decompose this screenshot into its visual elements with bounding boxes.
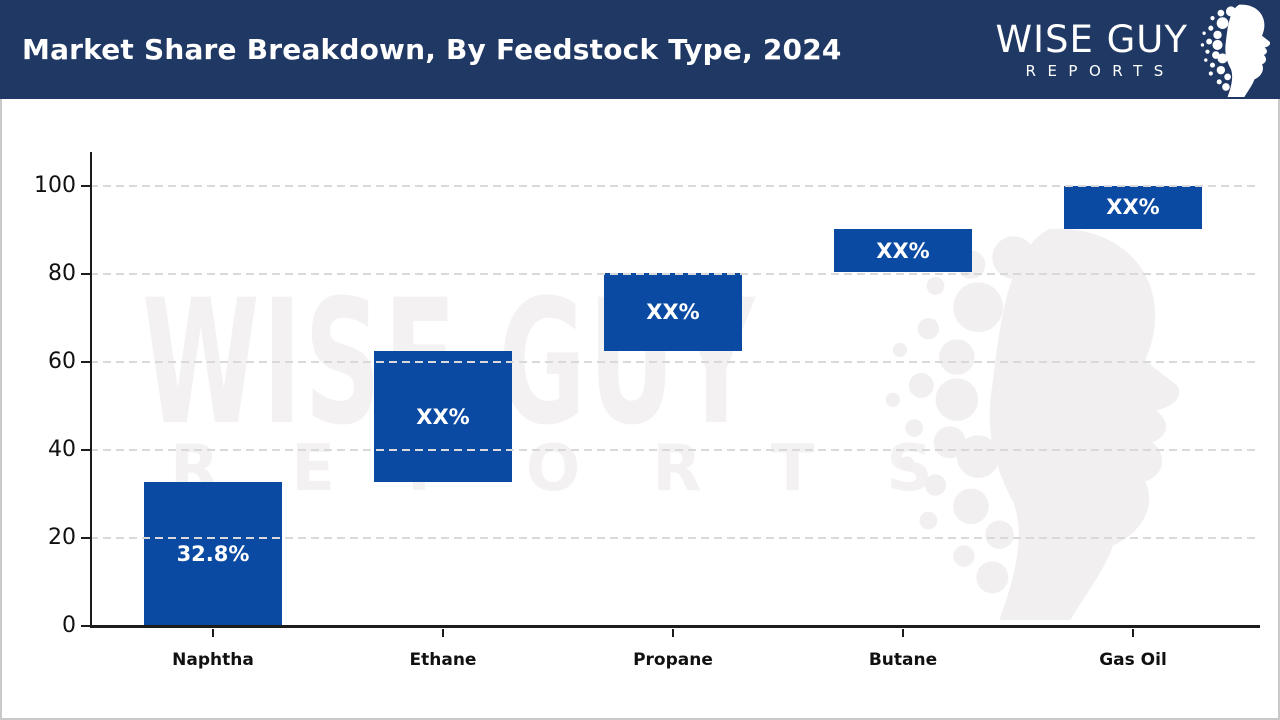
x-tick-mark-1 [212, 629, 214, 637]
bar-value-label: XX% [1106, 195, 1160, 220]
grid-line-40 [90, 449, 1260, 451]
y-tick-label: 60 [48, 349, 76, 374]
logo-wordmark-block: WISE GUY REPORTS [995, 18, 1188, 80]
y-axis-line [90, 152, 92, 626]
bar-ethane: XX% [374, 351, 512, 482]
y-tick-label: 40 [48, 437, 76, 462]
bar-naphtha: 32.8% [144, 481, 282, 626]
logo-wordmark: WISE GUY [995, 18, 1188, 61]
y-tick-label: 0 [62, 613, 76, 638]
chart-figure: WISE GUY REPORTS 02040608010032.8%Naphth… [0, 99, 1280, 720]
bar-butane: XX% [834, 229, 972, 273]
grid-line-60 [90, 361, 1260, 363]
bar-propane: XX% [604, 273, 742, 352]
x-tick-mark-2 [442, 629, 444, 637]
bar-gas-oil: XX% [1064, 185, 1202, 229]
watermark-subtitle: REPORTS [170, 432, 1005, 506]
bar-value-label: XX% [876, 238, 930, 263]
x-tick-label: Ethane [409, 650, 477, 670]
chart-title: Market Share Breakdown, By Feedstock Typ… [22, 33, 842, 66]
x-tick-mark-4 [902, 629, 904, 637]
y-tick-label: 80 [48, 261, 76, 286]
y-tick-label: 100 [34, 173, 76, 198]
y-tick-mark-100 [81, 185, 90, 187]
x-tick-label: Gas Oil [1099, 650, 1167, 670]
x-tick-mark-5 [1132, 629, 1134, 637]
y-tick-mark-60 [81, 361, 90, 363]
x-axis-line [90, 625, 1260, 628]
logo-subtitle: REPORTS [1025, 62, 1175, 80]
bar-value-label: XX% [646, 300, 700, 325]
wiseguy-head-icon [1192, 3, 1280, 97]
bar-value-label: XX% [416, 404, 470, 429]
wiseguy-logo: WISE GUY REPORTS [996, 0, 1280, 99]
grid-line-20 [90, 537, 1260, 539]
y-tick-mark-20 [81, 537, 90, 539]
y-tick-mark-40 [81, 449, 90, 451]
grid-line-80 [90, 273, 1260, 275]
y-tick-mark-0 [81, 625, 90, 627]
x-tick-mark-3 [672, 629, 674, 637]
x-tick-label: Propane [633, 650, 713, 670]
x-tick-label: Naphtha [172, 650, 254, 670]
y-tick-mark-80 [81, 273, 90, 275]
x-tick-label: Butane [868, 650, 938, 670]
bar-value-label: 32.8% [176, 541, 250, 566]
y-tick-label: 20 [48, 525, 76, 550]
plot-area: 0 20 40 60 80 100 32.8% Naphtha XX% Ethane XX% Prop… [34, 146, 1260, 670]
grid-line-100 [90, 185, 1260, 187]
header-bar: Market Share Breakdown, By Feedstock Typ… [0, 0, 1280, 99]
